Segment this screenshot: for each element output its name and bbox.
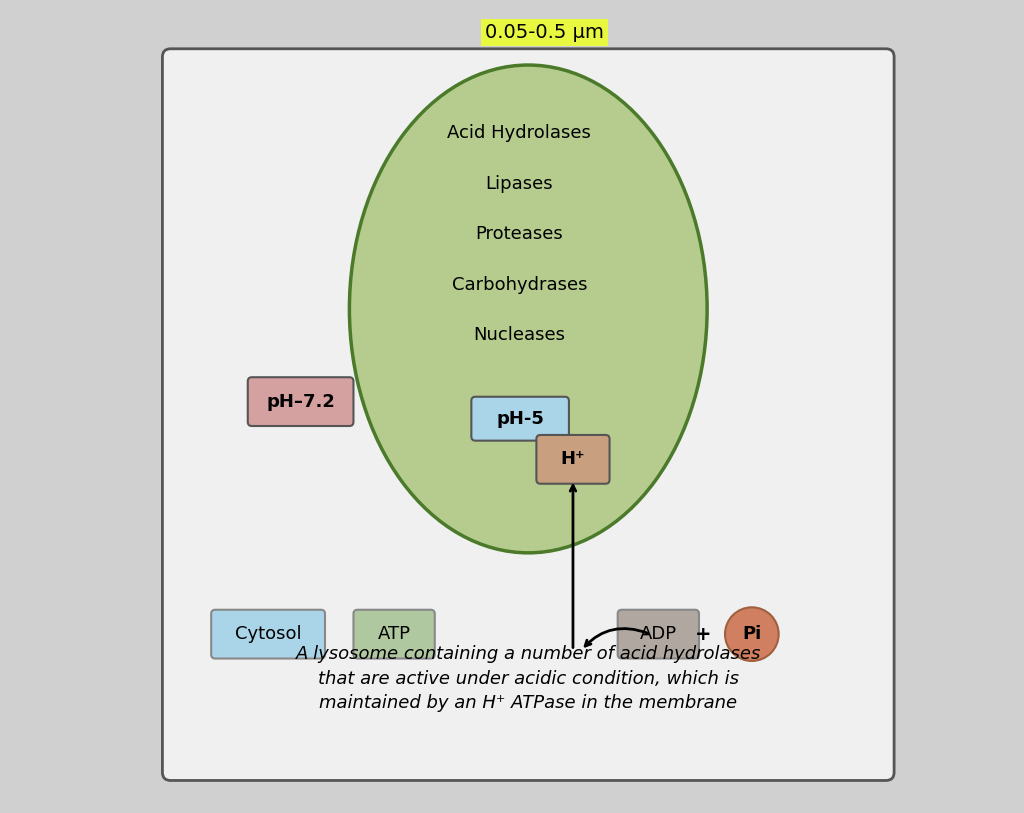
- Text: Pi: Pi: [742, 625, 762, 643]
- Text: Cytosol: Cytosol: [234, 625, 301, 643]
- FancyBboxPatch shape: [617, 610, 699, 659]
- Text: Carbohydrases: Carbohydrases: [452, 276, 587, 293]
- Text: H⁺: H⁺: [561, 450, 586, 468]
- Text: pH–7.2: pH–7.2: [266, 393, 335, 411]
- Text: Acid Hydrolases: Acid Hydrolases: [447, 124, 591, 142]
- Text: +: +: [695, 624, 712, 644]
- FancyBboxPatch shape: [537, 435, 609, 484]
- Text: ATP: ATP: [378, 625, 411, 643]
- FancyBboxPatch shape: [471, 397, 569, 441]
- Text: pH-5: pH-5: [497, 410, 544, 428]
- Ellipse shape: [349, 65, 708, 553]
- Text: Nucleases: Nucleases: [473, 326, 565, 344]
- Text: Proteases: Proteases: [475, 225, 563, 243]
- Text: A lysosome containing a number of acid hydrolases: A lysosome containing a number of acid h…: [296, 646, 761, 663]
- FancyBboxPatch shape: [163, 49, 894, 780]
- FancyBboxPatch shape: [211, 610, 325, 659]
- Text: 0.05-0.5 μm: 0.05-0.5 μm: [485, 23, 604, 42]
- FancyBboxPatch shape: [353, 610, 435, 659]
- Text: that are active under acidic condition, which is: that are active under acidic condition, …: [317, 670, 738, 688]
- Text: ADP: ADP: [640, 625, 677, 643]
- Text: Lipases: Lipases: [485, 175, 553, 193]
- Circle shape: [725, 607, 778, 661]
- FancyBboxPatch shape: [248, 377, 353, 426]
- Text: maintained by an H⁺ ATPase in the membrane: maintained by an H⁺ ATPase in the membra…: [319, 694, 737, 712]
